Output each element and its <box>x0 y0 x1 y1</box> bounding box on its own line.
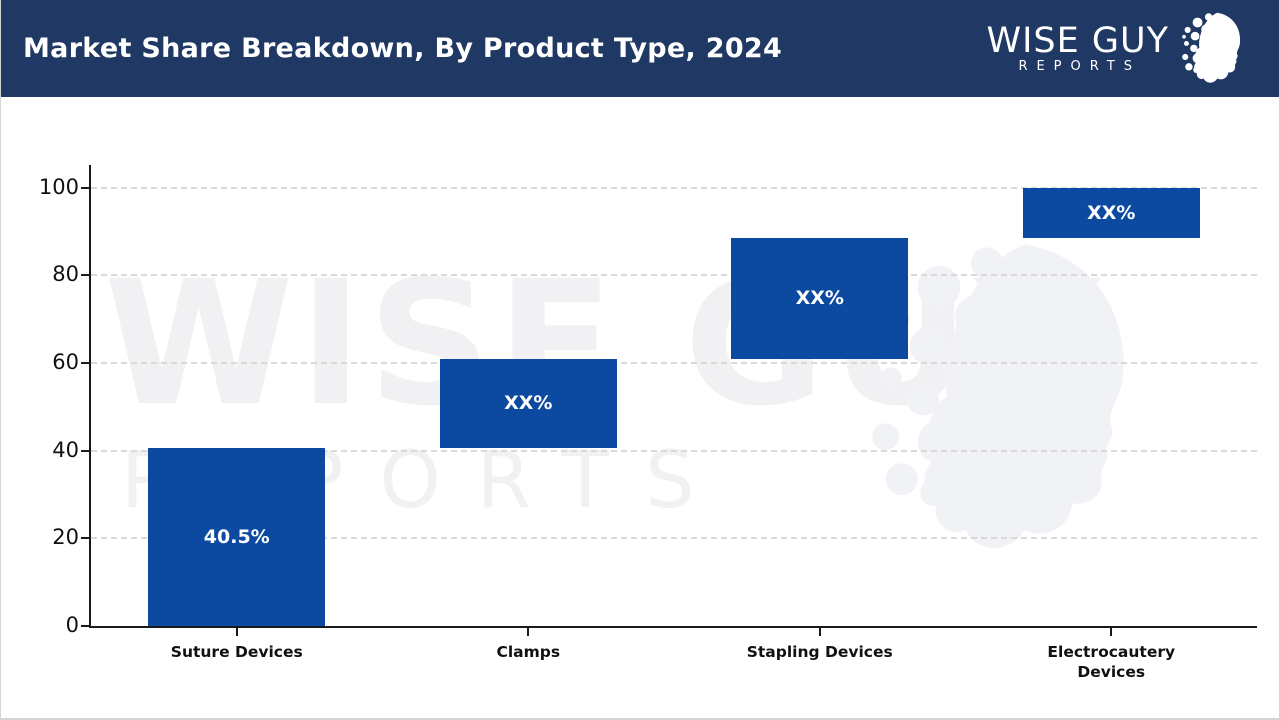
gridline-40 <box>91 449 1257 452</box>
gridline-20 <box>91 537 1257 540</box>
y-tick-mark <box>81 186 91 189</box>
x-category-label: Electrocautery Devices <box>1047 643 1176 682</box>
chart-title: Market Share Breakdown, By Product Type,… <box>23 33 783 64</box>
bar-electrocautery-devices: XX% <box>1022 187 1200 238</box>
y-tick-label: 100 <box>38 174 79 199</box>
brand-logo: WISE GUY REPORTS <box>986 9 1253 89</box>
y-tick-mark <box>81 537 91 540</box>
gridline-80 <box>91 274 1257 277</box>
x-category-label: Suture Devices <box>170 643 303 661</box>
y-axis-line <box>89 165 91 628</box>
bar-value-label: XX% <box>504 392 553 415</box>
x-tick-mark <box>527 628 530 636</box>
header-bar: Market Share Breakdown, By Product Type,… <box>1 0 1279 97</box>
y-tick-label: 60 <box>52 349 79 374</box>
y-tick-mark <box>81 449 91 452</box>
x-category-label: Clamps <box>496 643 561 661</box>
y-tick-mark <box>81 274 91 277</box>
brand-head-icon <box>1182 12 1241 83</box>
y-tick-mark <box>81 625 91 627</box>
y-tick-mark <box>81 361 91 364</box>
x-tick-mark <box>235 628 238 636</box>
bar-clamps: XX% <box>439 358 617 449</box>
brand-subname: REPORTS <box>1018 59 1142 75</box>
gridline-60 <box>91 361 1257 364</box>
gridline-100 <box>91 186 1257 189</box>
bar-value-label: XX% <box>795 287 844 310</box>
y-tick-label: 0 <box>65 613 79 637</box>
x-axis-line <box>89 626 1257 628</box>
bar-value-label: 40.5% <box>203 526 270 549</box>
brand-logo-text: WISE GUY REPORTS <box>986 20 1169 75</box>
bar-stapling-devices: XX% <box>731 237 909 359</box>
y-tick-label: 20 <box>52 525 79 550</box>
bar-value-label: XX% <box>1087 201 1136 224</box>
x-category-label: Stapling Devices <box>746 643 893 661</box>
y-tick-label: 80 <box>52 262 79 287</box>
y-tick-label: 40 <box>52 437 79 462</box>
x-tick-mark <box>1110 628 1113 636</box>
brand-name: WISE GUY <box>986 20 1169 61</box>
x-tick-mark <box>818 628 821 636</box>
bar-suture-devices: 40.5% <box>148 448 326 626</box>
